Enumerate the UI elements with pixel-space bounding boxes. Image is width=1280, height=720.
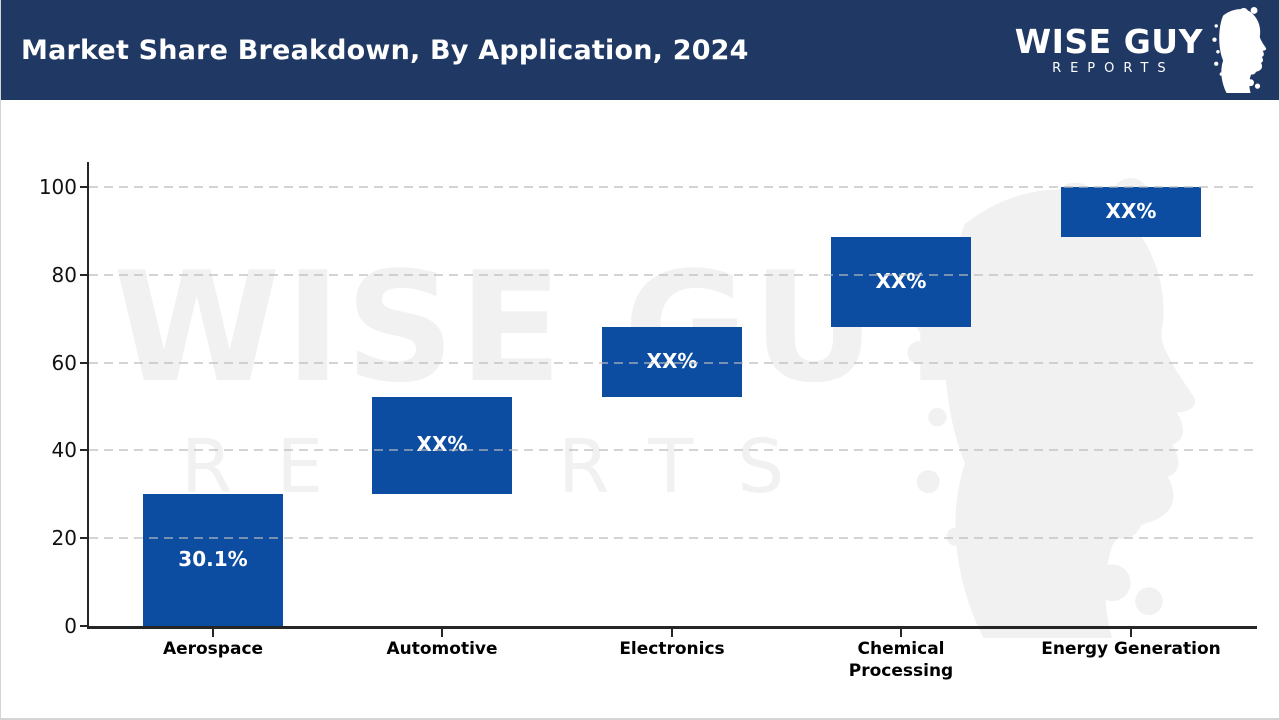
y-axis-tick-mark [80, 273, 87, 276]
x-axis-line [87, 626, 1257, 629]
gridline-y-20 [89, 537, 1257, 540]
x-axis-tick-mark [900, 629, 902, 637]
bar-value-label: 30.1% [178, 546, 248, 571]
x-axis-category-label: Energy Generation [1041, 639, 1221, 659]
y-axis-tick-label: 40 [51, 438, 77, 463]
logo-brand-subtitle: REPORTS [1052, 61, 1175, 76]
y-axis-tick-label: 60 [51, 350, 77, 375]
gridline-y-80 [89, 273, 1257, 276]
y-axis-tick-mark [80, 449, 87, 452]
y-axis-tick-mark [80, 537, 87, 540]
x-axis-category-label: Electronics [619, 639, 725, 659]
y-axis-tick-mark [80, 625, 87, 627]
bar-value-label: XX% [416, 432, 468, 457]
wiseguy-logo-text: WISE GUY REPORTS [1015, 25, 1203, 75]
gridline-y-100 [89, 186, 1257, 188]
bar-energy-generation: XX% [1061, 187, 1201, 238]
y-axis-tick-mark [80, 361, 87, 364]
wiseguy-logo: WISE GUY REPORTS [1015, 7, 1267, 93]
page-title: Market Share Breakdown, By Application, … [21, 34, 749, 66]
x-axis-tick-mark [1130, 629, 1132, 637]
y-axis-tick-label: 20 [51, 526, 77, 551]
y-axis-line [87, 162, 89, 628]
bar-automotive: XX% [372, 396, 512, 494]
y-axis-tick-label: 0 [64, 614, 77, 638]
bar-chemical-processing: XX% [831, 237, 971, 328]
logo-brand-name: WISE GUY [1014, 22, 1203, 61]
y-axis-tick-label: 100 [38, 175, 77, 199]
x-axis-category-label: Chemical Processing [848, 639, 954, 682]
x-axis-category-label: Aerospace [162, 639, 264, 659]
x-axis-tick-mark [671, 629, 673, 637]
x-axis-tick-mark [441, 629, 443, 637]
y-axis-tick-label: 80 [51, 262, 77, 287]
x-axis-category-label: Automotive [386, 639, 498, 659]
gridline-y-60 [89, 361, 1257, 364]
gridline-y-40 [89, 449, 1257, 452]
bar-value-label: XX% [875, 269, 927, 294]
x-axis-tick-mark [212, 629, 214, 637]
chart-area: WISE GUY REPORTS 02040608010030.1%XX%XX%… [1, 100, 1279, 718]
y-axis-tick-mark [80, 186, 87, 188]
bar-value-label: XX% [646, 348, 698, 373]
bar-value-label: XX% [1105, 199, 1157, 224]
bar-aerospace: 30.1% [143, 493, 283, 626]
wiseguy-head-icon [1212, 7, 1267, 93]
header-bar: Market Share Breakdown, By Application, … [1, 0, 1279, 100]
